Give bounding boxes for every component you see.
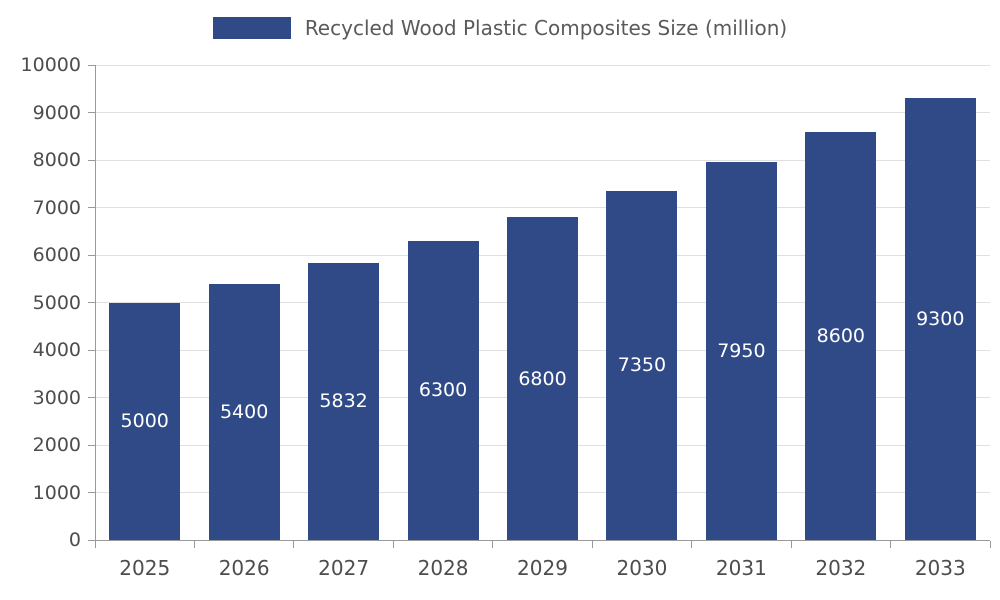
x-axis-label: 2025 — [119, 556, 171, 580]
gridline — [95, 112, 990, 113]
gridline — [95, 64, 990, 66]
y-axis-tick — [88, 112, 95, 113]
x-axis-label: 2031 — [715, 556, 767, 580]
y-axis-tick — [88, 397, 95, 398]
x-axis-tick — [293, 541, 295, 548]
gridline — [95, 159, 990, 161]
y-axis-label: 9000 — [32, 101, 81, 124]
y-axis-label: 5000 — [32, 291, 81, 314]
x-axis-label: 2032 — [815, 556, 867, 580]
x-axis-tick — [492, 541, 494, 548]
y-axis-label: 10000 — [20, 54, 81, 76]
bar[interactable] — [705, 162, 777, 540]
bar[interactable] — [805, 131, 877, 540]
x-axis-line — [95, 540, 990, 541]
x-axis-label: 2027 — [318, 556, 370, 580]
bar[interactable] — [407, 240, 479, 540]
x-axis-tick — [890, 541, 892, 548]
legend-item[interactable]: Recycled Wood Plastic Composites Size (m… — [0, 16, 1000, 40]
y-axis-label: 1000 — [32, 481, 81, 504]
bar[interactable] — [208, 283, 280, 540]
y-axis-tick — [88, 539, 95, 541]
y-axis-label: 4000 — [32, 339, 81, 361]
x-axis-tick — [94, 541, 96, 548]
y-axis-tick — [88, 207, 95, 208]
y-axis-label: 0 — [68, 529, 81, 551]
bar-value-label: 6300 — [418, 379, 468, 402]
bar-value-label: 7950 — [717, 340, 766, 363]
bar-value-label: 5000 — [120, 410, 169, 433]
y-axis-tick — [88, 492, 95, 493]
x-axis-label: 2028 — [417, 556, 469, 580]
y-axis-label: 8000 — [32, 149, 81, 171]
y-axis-tick — [88, 349, 95, 351]
x-axis-tick — [392, 541, 394, 548]
bar-value-label: 7350 — [617, 354, 667, 377]
y-axis-tick — [88, 444, 95, 446]
legend-label: Recycled Wood Plastic Composites Size (m… — [304, 16, 788, 40]
y-axis-label: 6000 — [32, 244, 81, 266]
bar[interactable] — [904, 98, 976, 540]
gridline — [95, 207, 990, 208]
bar[interactable] — [109, 302, 181, 540]
y-axis-label: 7000 — [32, 196, 81, 219]
y-axis-label: 2000 — [32, 434, 81, 456]
bar[interactable] — [507, 217, 578, 540]
bar[interactable] — [606, 190, 678, 540]
x-axis-tick — [691, 541, 693, 548]
bar-value-label: 5400 — [219, 400, 269, 423]
legend-swatch — [212, 17, 291, 39]
y-axis-label: 3000 — [32, 386, 81, 409]
x-axis-tick — [591, 541, 593, 548]
x-axis-label: 2026 — [218, 556, 270, 580]
x-axis-tick — [790, 541, 792, 548]
x-axis-label: 2030 — [616, 556, 668, 580]
bar[interactable] — [308, 262, 380, 540]
y-axis-tick — [88, 64, 95, 66]
y-axis-tick — [88, 159, 95, 161]
y-axis-line — [95, 65, 96, 540]
x-axis-label: 2029 — [517, 556, 568, 580]
bar-value-label: 6800 — [518, 367, 567, 390]
bar-value-label: 5832 — [319, 390, 368, 413]
y-axis-tick — [88, 302, 95, 303]
x-axis-label: 2033 — [914, 556, 966, 580]
y-axis-tick — [88, 254, 95, 256]
bar-value-label: 9300 — [916, 308, 965, 331]
x-axis-tick — [989, 541, 991, 548]
x-axis-tick — [193, 541, 195, 548]
bar-value-label: 8600 — [816, 324, 865, 347]
